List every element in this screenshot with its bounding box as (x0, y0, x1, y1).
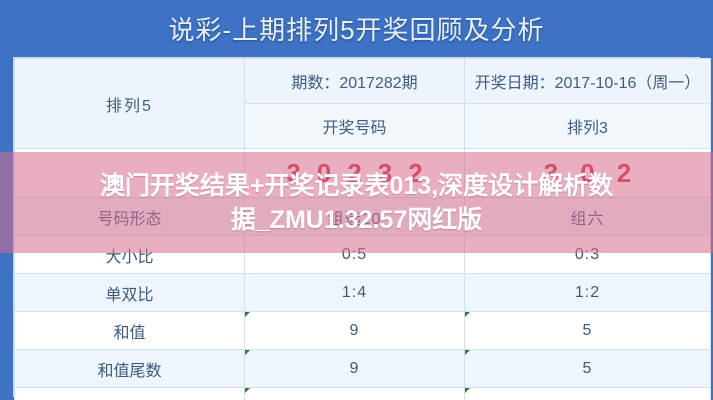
watermark-line-2: 据_ZMU1.32.57网红版 (230, 205, 483, 234)
row-value-p3: 1:2 (464, 273, 711, 312)
table-row: 跨度 3 3 (14, 387, 711, 400)
row-label: 和值尾数 (14, 349, 245, 388)
row-label: 和值 (14, 311, 245, 350)
page-title-bar: 说彩-上期排列5开奖回顾及分析 (0, 0, 713, 56)
row-value-p5: 0:5 (244, 235, 465, 274)
issue-number-cell: 期数：2017282期 (244, 58, 465, 104)
row-value-p3: 5 (464, 311, 711, 350)
row-value-p5: 3 (244, 387, 465, 400)
brand-label: 排列5 (14, 58, 245, 149)
table-row-column-headers: 开奖号码 排列3 (15, 103, 711, 149)
table-row: 和值 9 5 (14, 311, 711, 350)
page-title: 说彩-上期排列5开奖回顾及分析 (168, 14, 545, 45)
watermark-line-1: 澳门开奖结果+开奖记录表013,深度设计解析数 (99, 171, 614, 200)
row-value-p5: 1:4 (244, 273, 465, 312)
table-row-issue: 排列5 期数：2017282期 开奖日期：2017-10-16（周一） (14, 58, 711, 149)
table-row: 单双比 1:4 1:2 (14, 273, 711, 312)
row-label: 跨度 (14, 387, 245, 400)
row-value-p3: 3 (464, 387, 711, 400)
watermark-text: 澳门开奖结果+开奖记录表013,深度设计解析数 据_ZMU1.32.57网红版 (0, 152, 713, 253)
row-value-p3: 5 (464, 349, 711, 388)
table-row: 和值尾数 9 5 (14, 349, 711, 388)
column-header-pailie3: 排列3 (464, 103, 711, 149)
row-label: 单双比 (14, 273, 245, 312)
row-value-p5: 9 (244, 349, 465, 388)
column-header-draw-number: 开奖号码 (244, 103, 465, 149)
row-value-p5: 9 (244, 311, 465, 350)
draw-date-cell: 开奖日期：2017-10-16（周一） (464, 58, 711, 104)
